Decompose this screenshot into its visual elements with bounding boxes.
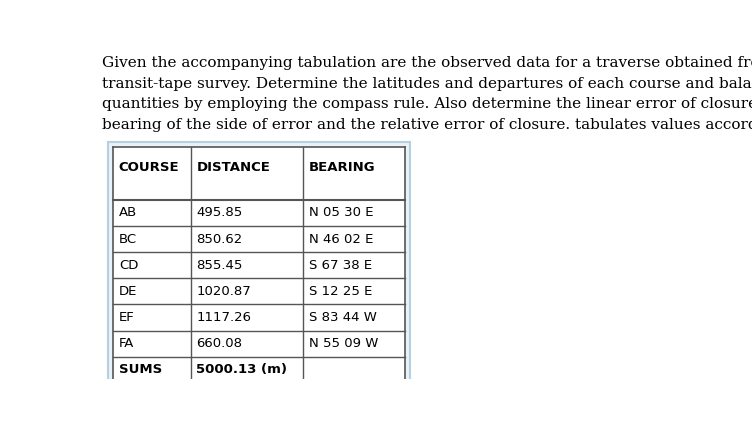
Text: quantities by employing the compass rule. Also determine the linear error of clo: quantities by employing the compass rule… [102, 98, 752, 111]
Text: N 55 09 W: N 55 09 W [308, 337, 378, 350]
Text: AB: AB [119, 206, 137, 219]
Text: 660.08: 660.08 [196, 337, 242, 350]
Text: 495.85: 495.85 [196, 206, 243, 219]
Text: N 46 02 E: N 46 02 E [308, 233, 373, 245]
Text: N 05 30 E: N 05 30 E [308, 206, 373, 219]
Text: 1020.87: 1020.87 [196, 285, 251, 298]
Text: DE: DE [119, 285, 137, 298]
Text: transit-tape survey. Determine the latitudes and departures of each course and b: transit-tape survey. Determine the latit… [102, 77, 752, 91]
Text: S 12 25 E: S 12 25 E [308, 285, 372, 298]
Text: COURSE: COURSE [119, 161, 180, 174]
Text: EF: EF [119, 311, 135, 324]
Text: 1117.26: 1117.26 [196, 311, 251, 324]
Text: CD: CD [119, 259, 138, 272]
Text: 5000.13 (m): 5000.13 (m) [196, 363, 287, 377]
Text: FA: FA [119, 337, 134, 350]
Text: BC: BC [119, 233, 137, 245]
Text: DISTANCE: DISTANCE [196, 161, 270, 174]
Text: 855.45: 855.45 [196, 259, 243, 272]
Text: S 67 38 E: S 67 38 E [308, 259, 371, 272]
Text: SUMS: SUMS [119, 363, 162, 377]
Text: S 83 44 W: S 83 44 W [308, 311, 377, 324]
Text: BEARING: BEARING [308, 161, 375, 174]
Text: 850.62: 850.62 [196, 233, 243, 245]
Text: Given the accompanying tabulation are the observed data for a traverse obtained : Given the accompanying tabulation are th… [102, 56, 752, 70]
Text: bearing of the side of error and the relative error of closure. tabulates values: bearing of the side of error and the rel… [102, 118, 752, 132]
